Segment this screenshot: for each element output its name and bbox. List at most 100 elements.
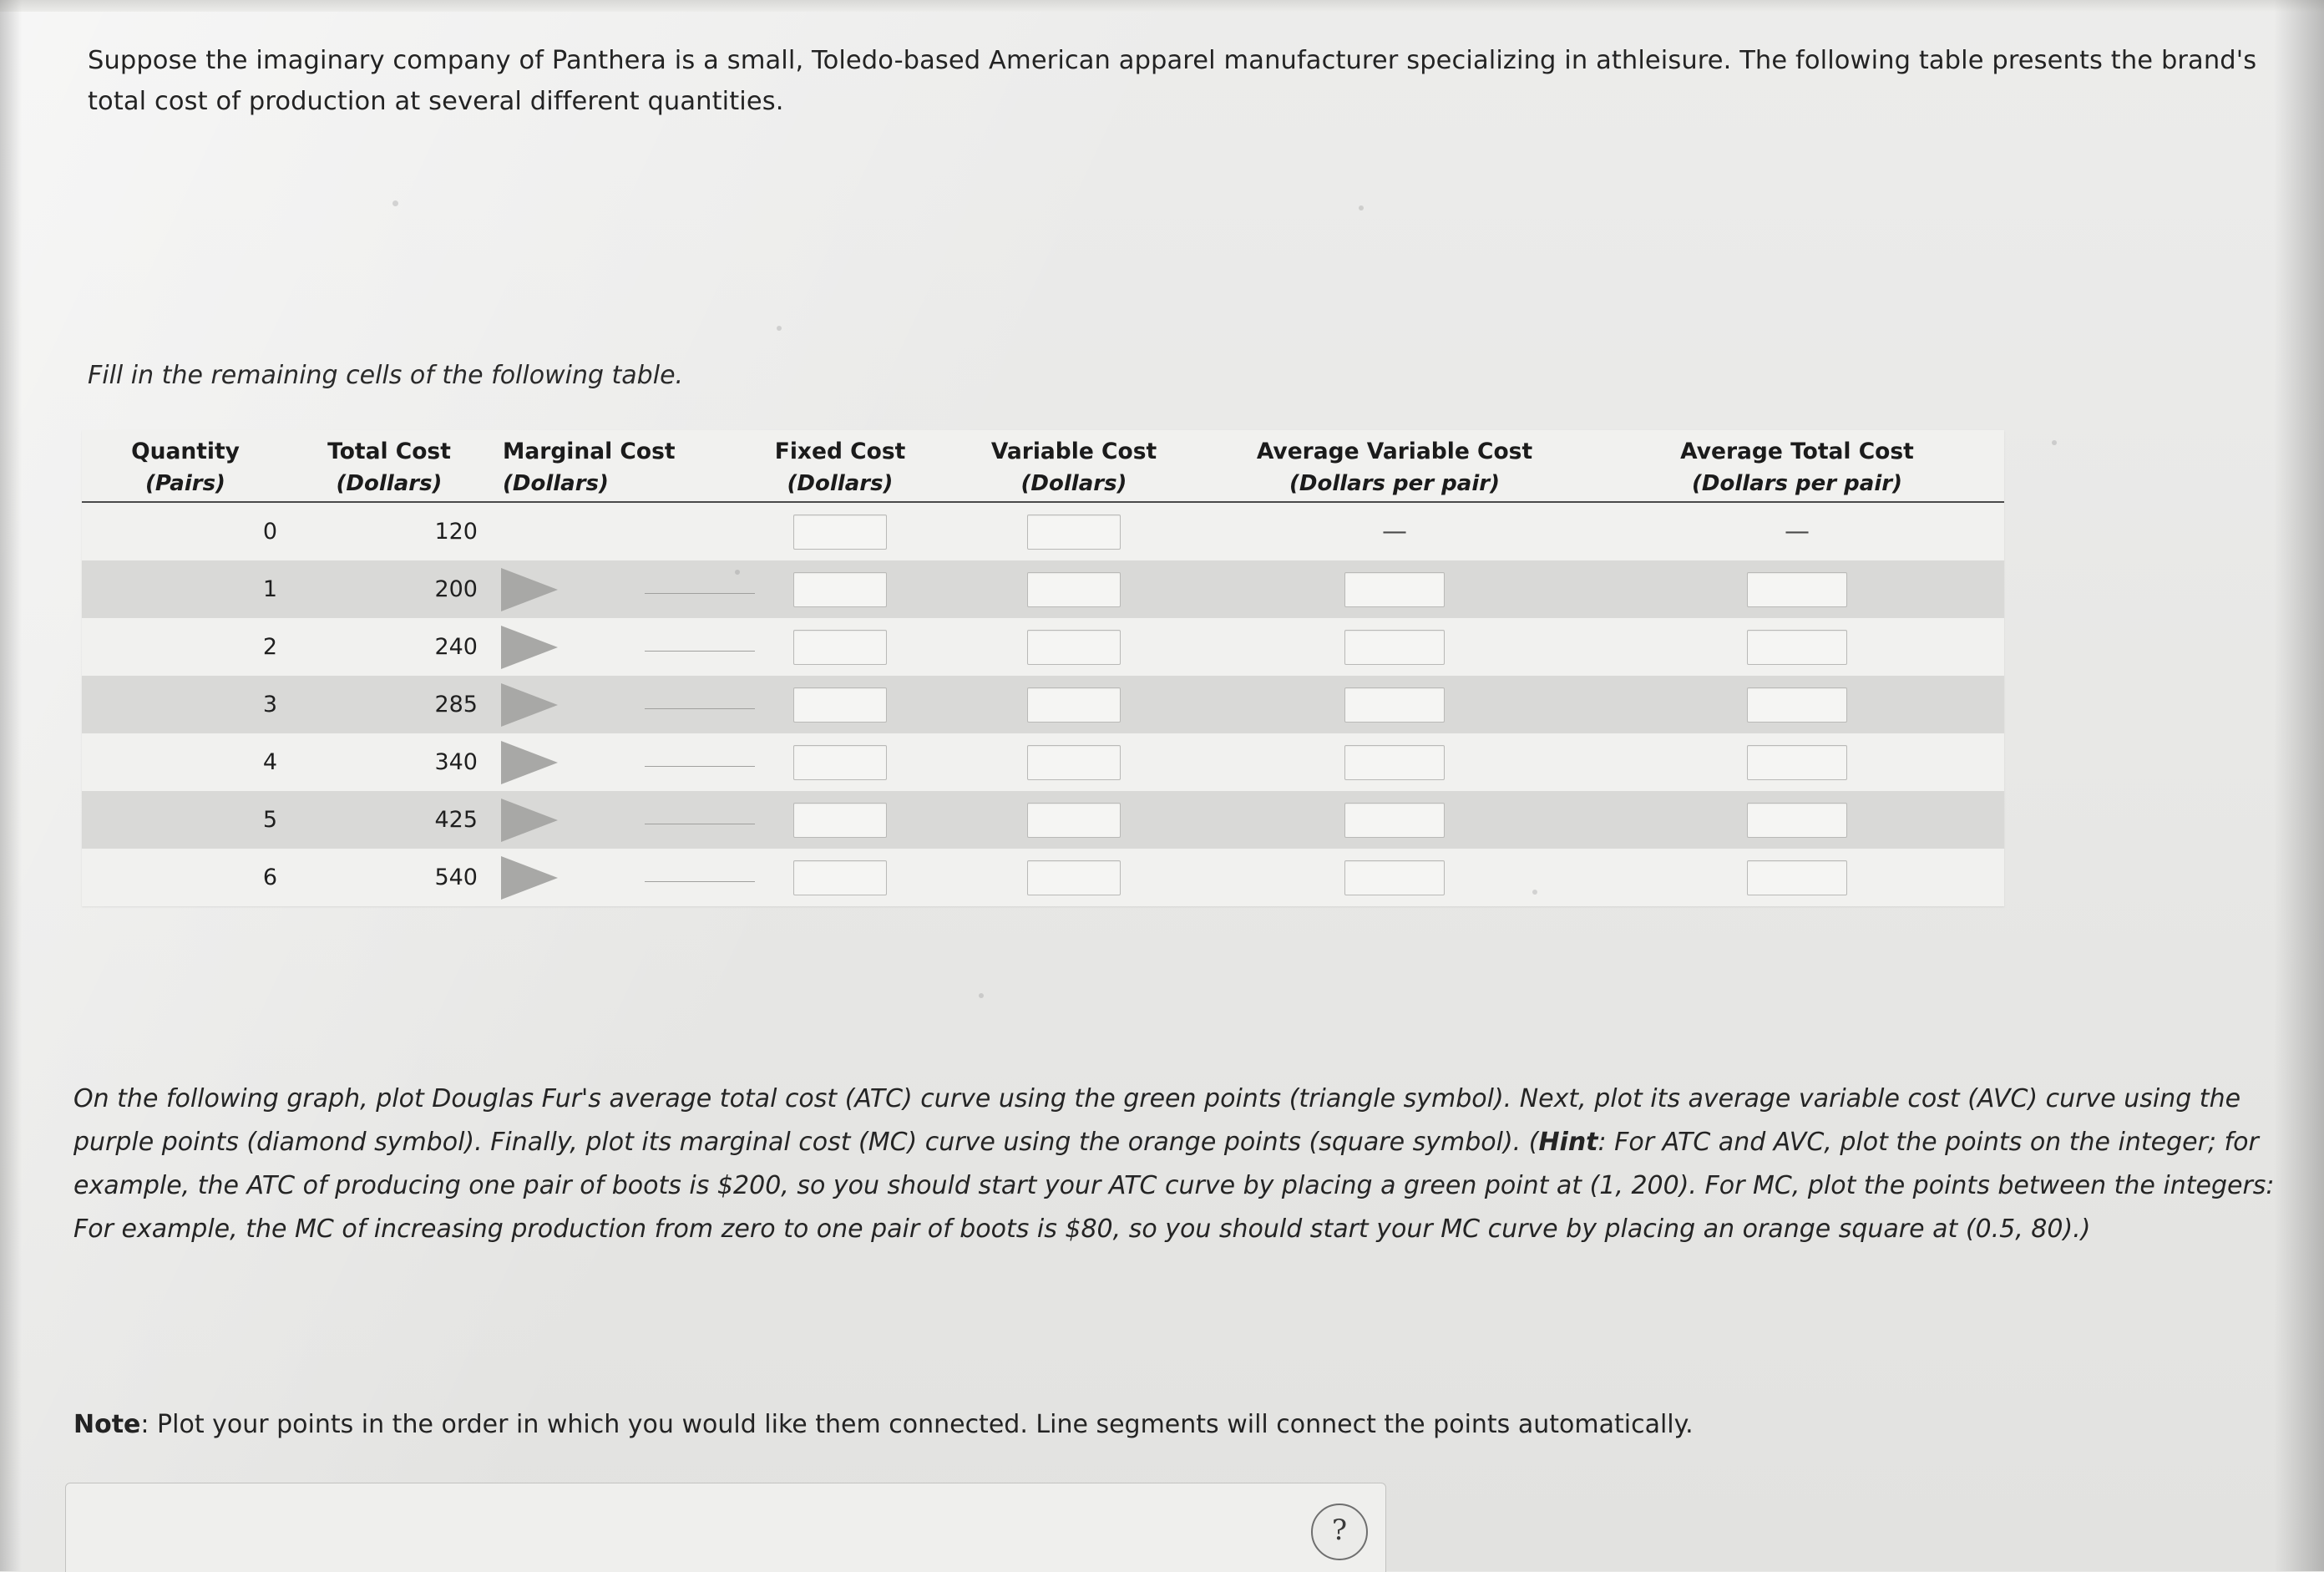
- graph-instruction-text-1: On the following graph, plot Douglas Fur…: [73, 1084, 2241, 1157]
- variable-cost-input[interactable]: [1027, 860, 1121, 895]
- cell-variable-cost[interactable]: [949, 560, 1199, 618]
- col-title-avc: Average Variable Cost: [1256, 439, 1533, 464]
- col-title-total-cost: Total Cost: [327, 439, 451, 464]
- col-title-quantity: Quantity: [131, 439, 240, 464]
- marginal-cost-input[interactable]: [645, 766, 755, 767]
- atc-input[interactable]: [1747, 802, 1847, 838]
- cell-variable-cost[interactable]: [949, 733, 1199, 791]
- atc-input[interactable]: [1747, 744, 1847, 780]
- fixed-cost-input[interactable]: [793, 687, 887, 723]
- note-label: Note: [73, 1410, 141, 1439]
- avc-input[interactable]: [1344, 860, 1445, 895]
- cell-variable-cost[interactable]: [949, 676, 1199, 733]
- cell-total-cost: 540: [289, 849, 489, 906]
- col-unit-marginal-cost: (Dollars): [503, 471, 609, 496]
- cell-avc: —: [1199, 502, 1590, 560]
- cell-atc[interactable]: [1590, 791, 2004, 849]
- cell-variable-cost[interactable]: [949, 791, 1199, 849]
- avc-input[interactable]: [1344, 571, 1445, 607]
- variable-cost-input[interactable]: [1027, 629, 1121, 665]
- cell-fixed-cost[interactable]: [732, 502, 949, 560]
- table-row: 3 285: [82, 676, 2004, 733]
- atc-input[interactable]: [1747, 629, 1847, 665]
- fill-in-instruction: Fill in the remaining cells of the follo…: [88, 361, 684, 390]
- variable-cost-input[interactable]: [1027, 571, 1121, 607]
- cell-fixed-cost[interactable]: [732, 618, 949, 676]
- avc-dash: —: [1382, 517, 1407, 546]
- variable-cost-input[interactable]: [1027, 514, 1121, 550]
- note-text: : Plot your points in the order in which…: [140, 1410, 1694, 1439]
- top-edge-strip: [0, 0, 2324, 12]
- variable-cost-input[interactable]: [1027, 802, 1121, 838]
- col-unit-total-cost: (Dollars): [336, 471, 443, 496]
- col-header-atc: Average Total Cost (Dollars per pair): [1590, 430, 2004, 503]
- graph-panel-placeholder: [65, 1483, 1386, 1572]
- cell-fixed-cost[interactable]: [732, 791, 949, 849]
- cell-avc[interactable]: [1199, 791, 1590, 849]
- cell-avc[interactable]: [1199, 733, 1590, 791]
- cell-fixed-cost[interactable]: [732, 560, 949, 618]
- note-paragraph: Note: Plot your points in the order in w…: [73, 1406, 2245, 1443]
- avc-input[interactable]: [1344, 629, 1445, 665]
- col-unit-fixed-cost: (Dollars): [787, 471, 894, 496]
- cell-avc[interactable]: [1199, 618, 1590, 676]
- table-row: 4 340: [82, 733, 2004, 791]
- fixed-cost-input[interactable]: [793, 514, 887, 550]
- cell-variable-cost[interactable]: [949, 618, 1199, 676]
- cell-quantity: 6: [82, 849, 289, 906]
- cell-fixed-cost[interactable]: [732, 733, 949, 791]
- marginal-cost-input[interactable]: [645, 593, 755, 594]
- cell-atc[interactable]: [1590, 676, 2004, 733]
- avc-input[interactable]: [1344, 802, 1445, 838]
- cell-atc[interactable]: [1590, 849, 2004, 906]
- col-unit-quantity: (Pairs): [145, 471, 225, 496]
- fixed-cost-input[interactable]: [793, 860, 887, 895]
- marginal-cost-input[interactable]: [645, 651, 755, 652]
- table-row: 6 540: [82, 849, 2004, 906]
- marginal-cost-slot-group: [645, 585, 762, 885]
- table-row: 0 120 — —: [82, 502, 2004, 560]
- marginal-cost-input[interactable]: [645, 881, 755, 882]
- col-title-marginal-cost: Marginal Cost: [503, 439, 676, 464]
- cell-total-cost: 200: [289, 560, 489, 618]
- table-row: 1 200: [82, 560, 2004, 618]
- cost-table: Quantity (Pairs) Total Cost (Dollars) Ma…: [82, 430, 2004, 906]
- cost-table-container: Quantity (Pairs) Total Cost (Dollars) Ma…: [82, 430, 2004, 906]
- variable-cost-input[interactable]: [1027, 687, 1121, 723]
- cell-avc[interactable]: [1199, 676, 1590, 733]
- atc-input[interactable]: [1747, 571, 1847, 607]
- cell-avc[interactable]: [1199, 849, 1590, 906]
- cell-variable-cost[interactable]: [949, 502, 1199, 560]
- avc-input[interactable]: [1344, 744, 1445, 780]
- cell-quantity: 2: [82, 618, 289, 676]
- fixed-cost-input[interactable]: [793, 744, 887, 780]
- cell-atc[interactable]: [1590, 560, 2004, 618]
- marginal-cost-input[interactable]: [645, 708, 755, 709]
- atc-input[interactable]: [1747, 860, 1847, 895]
- avc-input[interactable]: [1344, 687, 1445, 723]
- table-row: 2 240: [82, 618, 2004, 676]
- col-unit-variable-cost: (Dollars): [1020, 471, 1127, 496]
- cell-avc[interactable]: [1199, 560, 1590, 618]
- cell-quantity: 5: [82, 791, 289, 849]
- help-icon[interactable]: ?: [1311, 1504, 1368, 1560]
- variable-cost-input[interactable]: [1027, 744, 1121, 780]
- col-header-avc: Average Variable Cost (Dollars per pair): [1199, 430, 1590, 503]
- col-title-atc: Average Total Cost: [1680, 439, 1914, 464]
- fixed-cost-input[interactable]: [793, 571, 887, 607]
- cell-fixed-cost[interactable]: [732, 676, 949, 733]
- col-header-total-cost: Total Cost (Dollars): [289, 430, 489, 503]
- cell-fixed-cost[interactable]: [732, 849, 949, 906]
- fixed-cost-input[interactable]: [793, 629, 887, 665]
- cell-quantity: 4: [82, 733, 289, 791]
- cell-total-cost: 340: [289, 733, 489, 791]
- cell-atc: —: [1590, 502, 2004, 560]
- cell-quantity: 3: [82, 676, 289, 733]
- fixed-cost-input[interactable]: [793, 802, 887, 838]
- col-header-fixed-cost: Fixed Cost (Dollars): [732, 430, 949, 503]
- atc-input[interactable]: [1747, 687, 1847, 723]
- cell-variable-cost[interactable]: [949, 849, 1199, 906]
- cell-atc[interactable]: [1590, 618, 2004, 676]
- cell-atc[interactable]: [1590, 733, 2004, 791]
- col-unit-avc: (Dollars per pair): [1289, 471, 1500, 496]
